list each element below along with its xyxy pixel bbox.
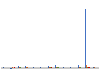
Bar xyxy=(93,67,94,68)
Bar xyxy=(51,67,52,68)
Bar xyxy=(10,68,12,69)
Bar xyxy=(70,67,71,68)
Bar xyxy=(94,67,95,68)
Bar xyxy=(48,66,49,68)
Bar xyxy=(63,67,64,68)
Bar xyxy=(14,67,15,68)
Bar xyxy=(25,66,26,68)
Bar xyxy=(19,67,20,68)
Bar xyxy=(33,67,34,68)
Bar xyxy=(55,65,56,68)
Bar xyxy=(12,67,13,68)
Bar xyxy=(57,67,59,68)
Bar xyxy=(40,67,41,68)
Bar xyxy=(49,67,50,68)
Bar xyxy=(50,67,51,68)
Bar xyxy=(3,67,4,68)
Bar xyxy=(80,67,81,68)
Bar xyxy=(79,67,80,68)
Bar xyxy=(88,67,90,68)
Bar xyxy=(20,67,21,68)
Bar xyxy=(56,67,58,68)
Bar xyxy=(86,65,87,68)
Bar xyxy=(85,9,86,68)
Bar xyxy=(26,67,28,68)
Bar xyxy=(78,65,79,68)
Bar xyxy=(87,67,88,68)
Bar xyxy=(18,66,19,68)
